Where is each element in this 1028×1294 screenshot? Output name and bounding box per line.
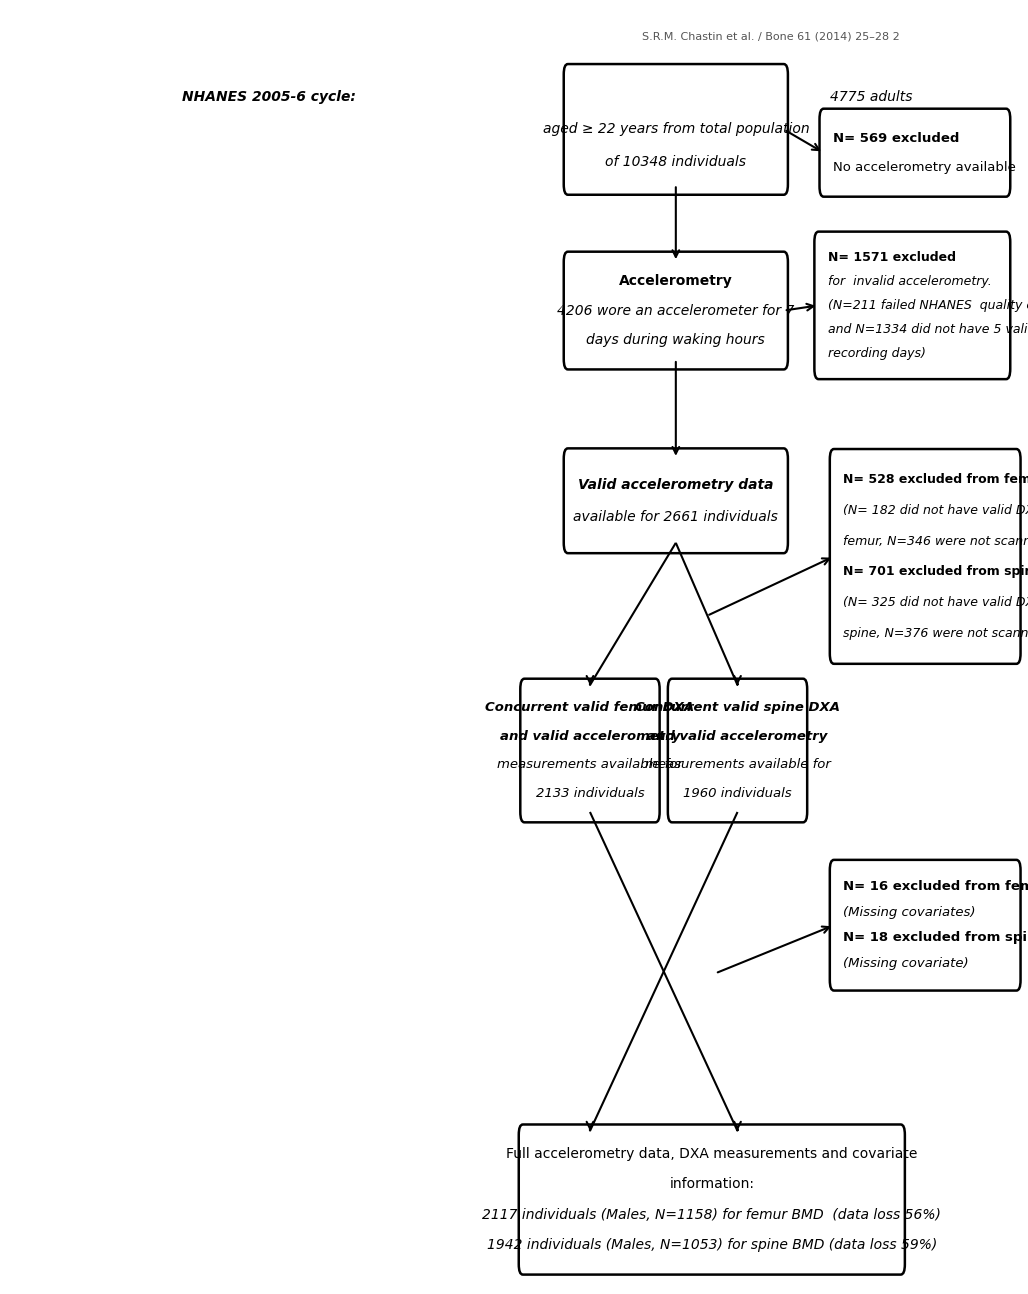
Text: N= 16 excluded from femur analysis: N= 16 excluded from femur analysis [843, 880, 1028, 893]
FancyBboxPatch shape [668, 678, 807, 823]
Text: N= 701 excluded from spine analysis: N= 701 excluded from spine analysis [843, 565, 1028, 578]
Text: Valid accelerometry data: Valid accelerometry data [578, 477, 774, 492]
Text: Full accelerometry data, DXA measurements and covariate: Full accelerometry data, DXA measurement… [506, 1148, 918, 1162]
Text: Concurrent valid femur DXA: Concurrent valid femur DXA [485, 701, 695, 714]
Text: recording days): recording days) [828, 347, 925, 360]
Text: and valid accelerometry: and valid accelerometry [648, 730, 828, 743]
FancyBboxPatch shape [520, 678, 660, 823]
Text: spine, N=376 were not scanned): spine, N=376 were not scanned) [843, 628, 1028, 641]
FancyBboxPatch shape [519, 1124, 905, 1275]
Text: aged ≥ 22 years from total population: aged ≥ 22 years from total population [543, 123, 809, 136]
Text: NHANES 2005-6 cycle:: NHANES 2005-6 cycle: [182, 91, 361, 104]
Text: Concurrent valid spine DXA: Concurrent valid spine DXA [635, 701, 840, 714]
Text: (Missing covariates): (Missing covariates) [843, 906, 976, 919]
Text: femur, N=346 were not scanned): femur, N=346 were not scanned) [843, 534, 1028, 547]
Text: N= 1571 excluded: N= 1571 excluded [828, 251, 956, 264]
Text: Accelerometry: Accelerometry [619, 274, 733, 289]
Text: and N=1334 did not have 5 valid: and N=1334 did not have 5 valid [828, 322, 1028, 336]
Text: measurements available for: measurements available for [645, 758, 831, 771]
Text: 2133 individuals: 2133 individuals [536, 787, 645, 800]
Text: S.R.M. Chastin et al. / Bone 61 (2014) 25–28 2: S.R.M. Chastin et al. / Bone 61 (2014) 2… [642, 31, 900, 41]
Text: 1942 individuals (Males, N=1053) for spine BMD (data loss 59%): 1942 individuals (Males, N=1053) for spi… [486, 1237, 937, 1251]
FancyBboxPatch shape [814, 232, 1011, 379]
Text: No accelerometry available: No accelerometry available [833, 160, 1016, 173]
Text: 1960 individuals: 1960 individuals [684, 787, 792, 800]
Text: N= 569 excluded: N= 569 excluded [833, 132, 959, 145]
Text: for  invalid accelerometry.: for invalid accelerometry. [828, 274, 991, 289]
Text: (N= 182 did not have valid DXA of: (N= 182 did not have valid DXA of [843, 503, 1028, 516]
FancyBboxPatch shape [563, 63, 787, 195]
Text: N= 18 excluded from spine analysis: N= 18 excluded from spine analysis [843, 932, 1028, 945]
Text: measurements available for: measurements available for [497, 758, 683, 771]
FancyBboxPatch shape [830, 861, 1021, 991]
Text: N= 528 excluded from femur analysis: N= 528 excluded from femur analysis [843, 472, 1028, 485]
Text: (Missing covariate): (Missing covariate) [843, 958, 968, 970]
FancyBboxPatch shape [819, 109, 1011, 197]
Text: information:: information: [669, 1178, 755, 1192]
Text: of 10348 individuals: of 10348 individuals [605, 155, 746, 168]
FancyBboxPatch shape [830, 449, 1021, 664]
Text: 4206 wore an accelerometer for 7: 4206 wore an accelerometer for 7 [557, 304, 795, 317]
Text: (N=211 failed NHANES  quality control: (N=211 failed NHANES quality control [828, 299, 1028, 312]
Text: available for 2661 individuals: available for 2661 individuals [574, 510, 778, 524]
FancyBboxPatch shape [563, 449, 787, 554]
FancyBboxPatch shape [563, 251, 787, 370]
Text: 4775 adults: 4775 adults [830, 91, 913, 104]
Text: (N= 325 did not have valid DXA of: (N= 325 did not have valid DXA of [843, 597, 1028, 609]
Text: 2117 individuals (Males, N=1158) for femur BMD  (data loss 56%): 2117 individuals (Males, N=1158) for fem… [482, 1207, 942, 1222]
Text: and valid accelerometry: and valid accelerometry [500, 730, 681, 743]
Text: days during waking hours: days during waking hours [586, 333, 765, 347]
